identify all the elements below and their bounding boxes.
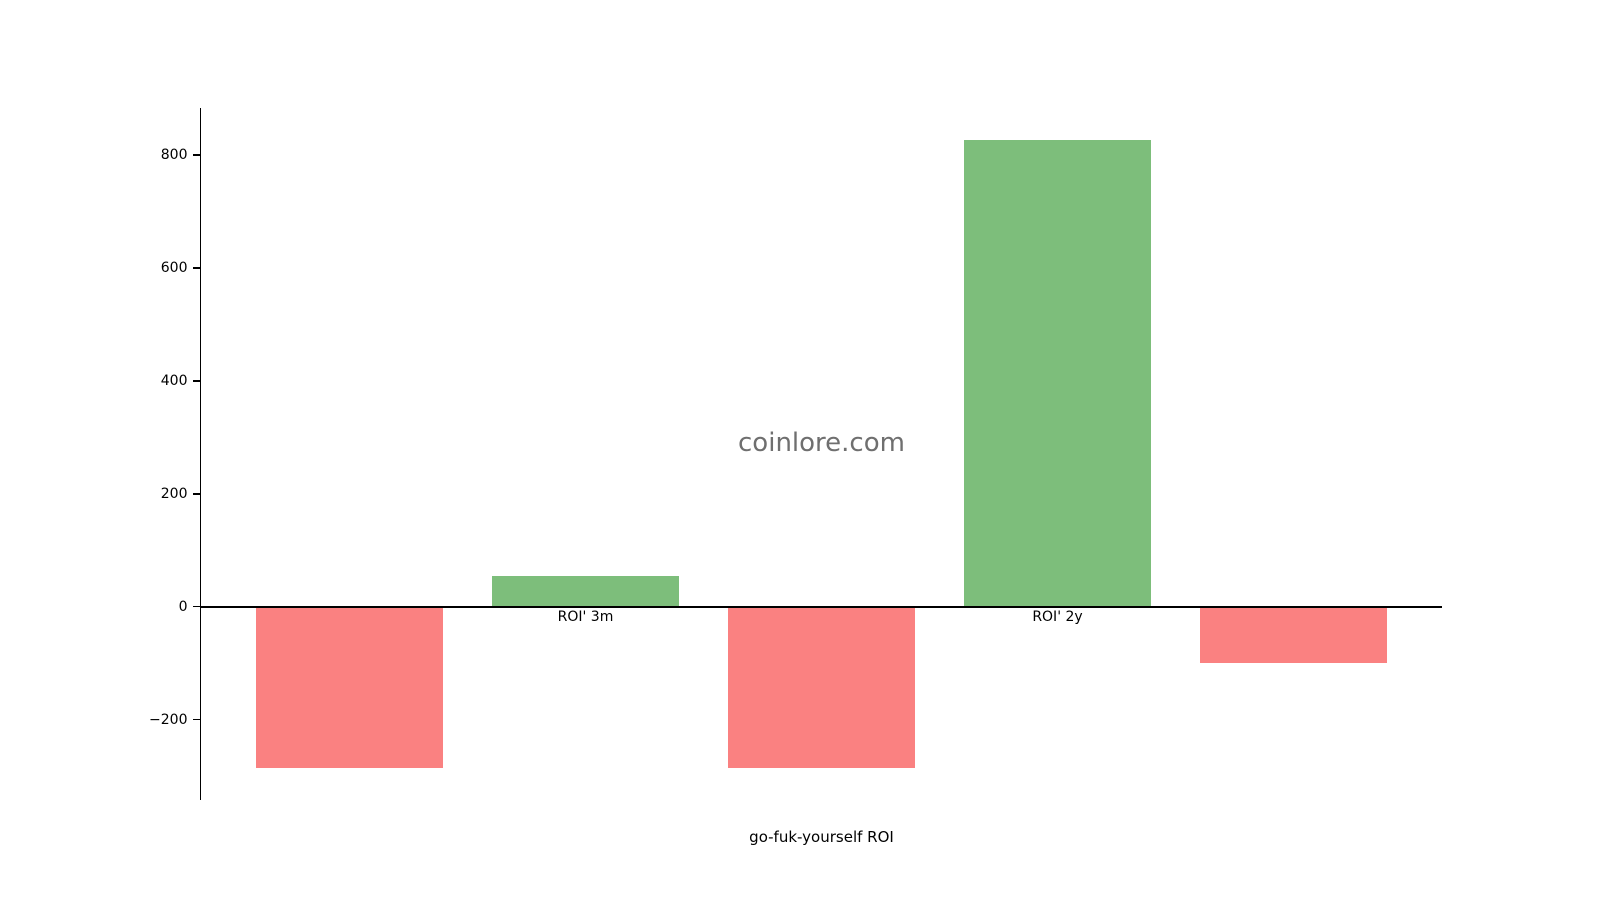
y-tick-label: −200 [149, 711, 188, 728]
x-tick-label: ROI' 2y [1032, 608, 1083, 625]
y-tick-label: 400 [160, 372, 188, 389]
bar-ROI' 3m [492, 575, 679, 607]
y-axis-line [199, 108, 201, 800]
bar-ROI' 2y [964, 139, 1151, 607]
bar-series-1 [256, 606, 443, 769]
y-tick-mark [192, 606, 200, 608]
x-axis-zero-line [199, 606, 1442, 608]
y-tick-label: 600 [160, 259, 188, 276]
chart-title: go-fuk-yourself ROI [749, 828, 894, 846]
y-tick-label: 800 [160, 146, 188, 163]
y-tick-mark [192, 493, 200, 495]
watermark: coinlore.com [738, 428, 905, 458]
y-tick-label: 200 [160, 485, 188, 502]
y-tick-mark [192, 380, 200, 382]
y-tick-mark [192, 154, 200, 156]
y-tick-mark [192, 719, 200, 721]
bar-series-3 [728, 606, 915, 769]
y-tick-label: 0 [178, 598, 188, 615]
y-tick-mark [192, 267, 200, 269]
x-tick-label: ROI' 3m [557, 608, 614, 625]
bar-series-5 [1200, 606, 1387, 664]
